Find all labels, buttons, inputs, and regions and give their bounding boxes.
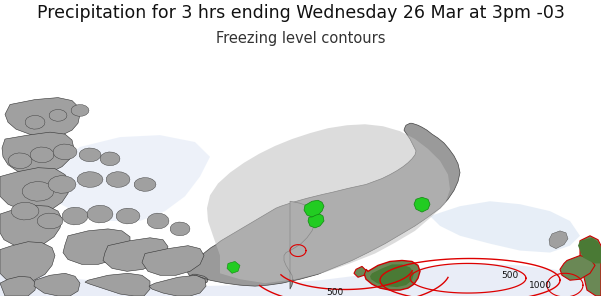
Polygon shape — [134, 178, 156, 191]
Polygon shape — [71, 104, 89, 116]
Polygon shape — [22, 181, 54, 201]
Polygon shape — [0, 168, 70, 213]
Polygon shape — [142, 246, 204, 275]
Polygon shape — [87, 205, 113, 223]
Text: Freezing level contours: Freezing level contours — [216, 31, 385, 46]
Polygon shape — [304, 200, 324, 217]
Polygon shape — [100, 152, 120, 166]
Polygon shape — [147, 213, 169, 229]
Polygon shape — [79, 148, 101, 162]
Polygon shape — [5, 98, 80, 137]
Text: 1000: 1000 — [528, 281, 552, 290]
Polygon shape — [414, 197, 430, 212]
Polygon shape — [207, 124, 450, 283]
Polygon shape — [578, 238, 601, 263]
Polygon shape — [48, 176, 76, 193]
Text: 500: 500 — [326, 287, 344, 296]
Polygon shape — [187, 123, 460, 286]
Polygon shape — [53, 144, 77, 160]
Polygon shape — [106, 172, 130, 187]
Polygon shape — [116, 208, 140, 224]
Polygon shape — [430, 201, 580, 252]
Polygon shape — [25, 115, 45, 129]
Polygon shape — [0, 276, 36, 296]
Polygon shape — [560, 255, 595, 280]
Polygon shape — [0, 263, 601, 296]
Polygon shape — [78, 172, 103, 187]
Polygon shape — [63, 229, 130, 264]
Polygon shape — [227, 261, 240, 273]
Polygon shape — [0, 205, 62, 248]
Polygon shape — [370, 264, 414, 287]
Polygon shape — [549, 231, 568, 249]
Polygon shape — [63, 207, 88, 225]
Polygon shape — [30, 147, 54, 163]
Polygon shape — [37, 213, 63, 229]
Polygon shape — [8, 153, 32, 169]
Polygon shape — [149, 275, 206, 296]
Polygon shape — [2, 132, 74, 175]
Polygon shape — [11, 202, 39, 220]
Polygon shape — [34, 273, 80, 296]
Polygon shape — [103, 238, 168, 271]
Polygon shape — [308, 214, 324, 228]
Polygon shape — [0, 242, 55, 283]
Polygon shape — [85, 273, 150, 296]
Polygon shape — [580, 236, 601, 296]
Text: 500: 500 — [501, 271, 519, 280]
Polygon shape — [354, 266, 366, 277]
Polygon shape — [364, 260, 420, 290]
Polygon shape — [45, 135, 210, 221]
Polygon shape — [170, 222, 190, 236]
Polygon shape — [49, 110, 67, 121]
Polygon shape — [284, 201, 316, 289]
Text: Precipitation for 3 hrs ending Wednesday 26 Mar at 3pm -03: Precipitation for 3 hrs ending Wednesday… — [37, 4, 564, 22]
